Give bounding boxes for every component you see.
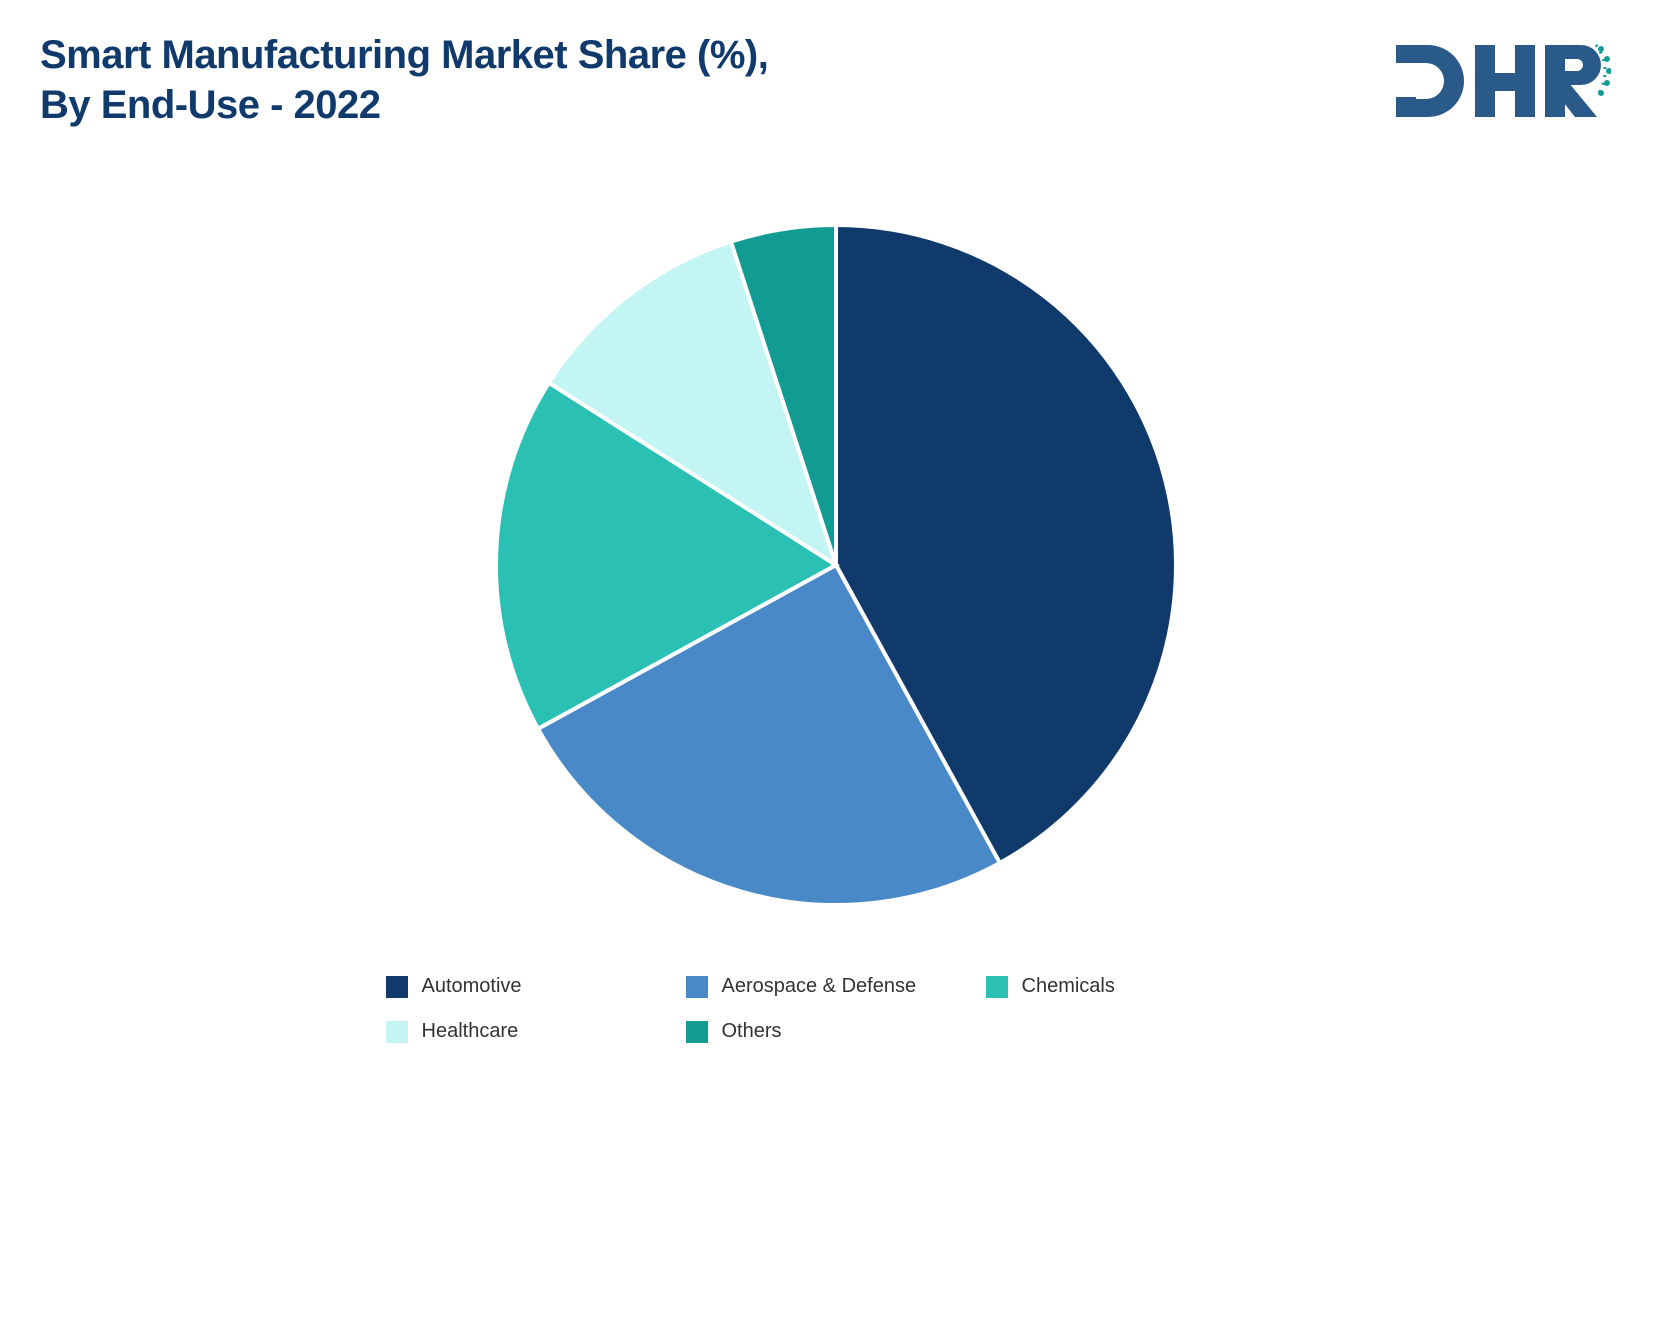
legend: Automotive Aerospace & Defense Chemicals He… (386, 975, 1286, 1043)
legend-label: Automotive (422, 975, 522, 998)
legend-swatch (386, 1021, 408, 1043)
pie-wrap (486, 215, 1186, 915)
legend-label: Healthcare (422, 1020, 519, 1043)
legend-label: Others (722, 1020, 782, 1043)
header-row: Smart Manufacturing Market Share (%), By… (40, 30, 1631, 135)
legend-label: Aerospace & Defense (722, 975, 917, 998)
legend-swatch (386, 976, 408, 998)
title-line-2: By End-Use - 2022 (40, 83, 381, 127)
title-block: Smart Manufacturing Market Share (%), By… (40, 30, 1391, 130)
legend-swatch (686, 1021, 708, 1043)
chart-area (40, 215, 1631, 915)
dhr-logo-svg (1391, 35, 1611, 130)
chart-title: Smart Manufacturing Market Share (%), By… (40, 30, 1391, 130)
legend-item-aerospace-defense: Aerospace & Defense (686, 975, 986, 998)
dhr-logo (1391, 35, 1611, 135)
legend-item-others: Others (686, 1020, 986, 1043)
legend-item-automotive: Automotive (386, 975, 686, 998)
legend-label: Chemicals (1022, 975, 1115, 998)
legend-item-chemicals: Chemicals (986, 975, 1286, 998)
legend-item-healthcare: Healthcare (386, 1020, 686, 1043)
title-line-1: Smart Manufacturing Market Share (%), (40, 33, 768, 77)
chart-container: Smart Manufacturing Market Share (%), By… (0, 0, 1671, 1333)
legend-swatch (986, 976, 1008, 998)
legend-swatch (686, 976, 708, 998)
pie-chart (486, 215, 1186, 915)
